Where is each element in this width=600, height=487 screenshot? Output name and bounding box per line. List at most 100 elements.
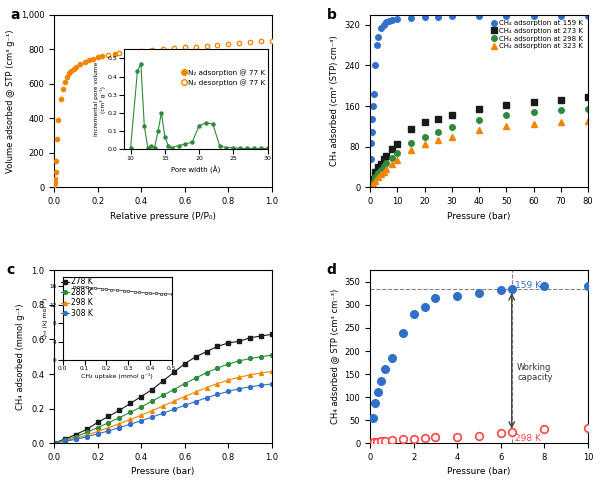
X-axis label: Pressure (bar): Pressure (bar) [448,212,511,221]
298 K [127,416,134,422]
308 K [50,440,58,446]
CH₄ adsorption at 298 K [584,106,592,112]
X-axis label: Pressure (bar): Pressure (bar) [131,468,194,476]
CH₄ adsorption at 323 K [368,183,375,189]
CH₄ adsorption at 298 K [368,182,375,188]
278 K [214,343,221,349]
CH₄ adsorption at 273 K [377,161,385,167]
308 K [61,438,68,444]
288 K [214,365,221,371]
278 K [116,408,123,413]
278 K [72,431,79,437]
278 K [50,440,58,446]
Text: 159 K: 159 K [515,281,541,290]
288 K [203,370,210,375]
CH₄ adsorption at 159 K [372,62,379,68]
Line: CH₄ adsorption at 273 K: CH₄ adsorption at 273 K [368,94,591,187]
CH₄ adsorption at 323 K [503,124,510,130]
Line: 298 K: 298 K [52,370,274,445]
CH₄ adsorption at 159 K [374,34,382,40]
CH₄ adsorption at 159 K [434,14,442,19]
CH₄ adsorption at 323 K [380,169,387,174]
298 K [214,381,221,387]
278 K [247,335,254,341]
CH₄ adsorption at 298 K [394,150,401,156]
Y-axis label: CH₄ adsorbed (cm³ (STP) cm⁻³): CH₄ adsorbed (cm³ (STP) cm⁻³) [330,36,339,167]
308 K [236,386,243,392]
278 K [61,436,68,442]
298 K [105,425,112,431]
288 K [83,430,90,435]
308 K [72,436,79,442]
CH₄ adsorption at 298 K [369,179,376,185]
CH₄ adsorption at 273 K [368,180,375,186]
CH₄ adsorption at 323 K [374,174,382,180]
CH₄ adsorption at 273 K [475,106,482,112]
X-axis label: Pressure (bar): Pressure (bar) [448,468,511,476]
288 K [160,393,167,398]
CH₄ adsorption at 159 K [371,91,378,97]
CH₄ adsorption at 298 K [388,155,395,161]
CH₄ adsorption at 273 K [530,99,537,105]
298 K [192,389,199,395]
CH₄ adsorption at 159 K [394,16,401,21]
CH₄ adsorption at 298 K [377,167,385,172]
X-axis label: Relative pressure (P/P₀): Relative pressure (P/P₀) [110,212,216,221]
CH₄ adsorption at 273 K [369,176,376,182]
Line: CH₄ adsorption at 323 K: CH₄ adsorption at 323 K [368,118,591,189]
Text: c: c [6,263,14,278]
CH₄ adsorption at 273 K [367,182,374,188]
308 K [160,411,167,416]
278 K [257,333,265,339]
CH₄ adsorption at 273 K [394,141,401,147]
298 K [72,435,79,441]
298 K [160,403,167,409]
CH₄ adsorption at 298 K [475,117,482,123]
288 K [236,358,243,364]
278 K [137,393,145,399]
CH₄ adsorption at 159 K [369,103,376,109]
CH₄ adsorption at 159 K [368,116,376,122]
288 K [192,375,199,381]
288 K [170,387,178,393]
288 K [105,420,112,426]
CH₄ adsorption at 323 K [448,133,455,139]
308 K [203,395,210,401]
CH₄ adsorption at 273 K [557,97,565,103]
CH₄ adsorption at 298 K [448,125,455,131]
CH₄ adsorption at 159 K [367,156,374,162]
Text: Working
capacity: Working capacity [517,363,553,382]
CH₄ adsorption at 159 K [584,13,592,19]
CH₄ adsorption at 323 K [584,118,592,124]
288 K [127,410,134,415]
288 K [247,356,254,361]
298 K [236,374,243,380]
Text: a: a [10,8,20,22]
298 K [83,432,90,438]
288 K [137,404,145,410]
CH₄ adsorption at 273 K [374,164,382,170]
308 K [247,384,254,390]
CH₄ adsorption at 273 K [584,94,592,100]
CH₄ adsorption at 273 K [407,126,415,132]
308 K [214,392,221,397]
Line: CH₄ adsorption at 298 K: CH₄ adsorption at 298 K [368,106,591,188]
298 K [247,372,254,378]
Text: d: d [326,263,337,278]
288 K [72,434,79,440]
CH₄ adsorption at 159 K [386,18,393,24]
298 K [137,412,145,418]
298 K [50,440,58,446]
278 K [83,427,90,432]
CH₄ adsorption at 323 K [377,171,385,177]
278 K [236,338,243,344]
CH₄ adsorption at 273 K [421,119,428,125]
CH₄ adsorption at 298 K [407,140,415,146]
308 K [257,382,265,388]
CH₄ adsorption at 273 K [503,102,510,108]
CH₄ adsorption at 323 K [388,161,395,167]
CH₄ adsorption at 159 K [421,14,428,20]
CH₄ adsorption at 323 K [372,178,379,184]
Legend: 278 K, 288 K, 298 K, 308 K: 278 K, 288 K, 298 K, 308 K [58,274,96,321]
CH₄ adsorption at 298 K [367,183,374,189]
